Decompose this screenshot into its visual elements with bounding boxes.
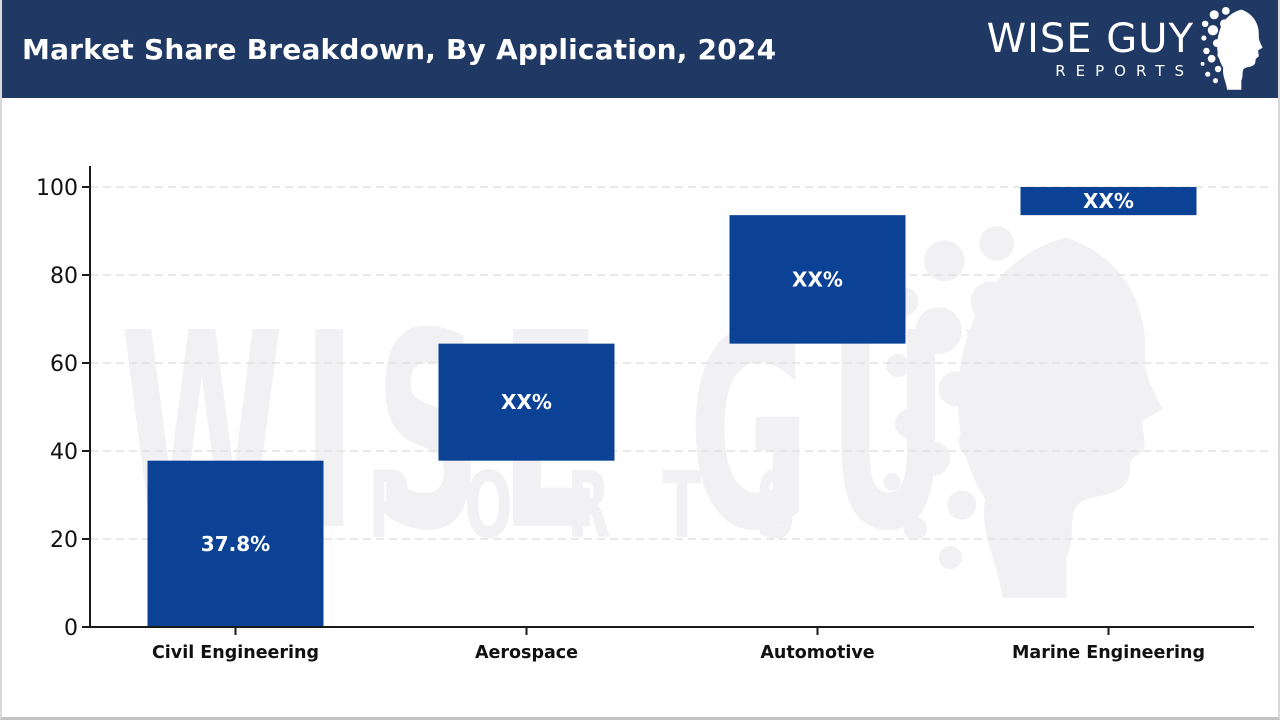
y-tick-label-60: 60 — [50, 352, 78, 377]
bar-label-marine-engineering: XX% — [1083, 189, 1134, 213]
x-category-label-marine-engineering: Marine Engineering — [1012, 643, 1205, 663]
bar-marine-engineering — [1020, 187, 1197, 216]
x-category-label-automotive: Automotive — [760, 643, 874, 663]
bar-label-automotive: XX% — [792, 267, 843, 291]
logo-text: WISE GUY REPORTS — [987, 19, 1194, 80]
logo-name: WISE GUY — [986, 15, 1194, 62]
market-share-waterfall-chart: 37.8% XX% XX% XX% 0 20 40 60 80 100 Civil Engineer… — [36, 166, 1274, 663]
bar-aerospace — [438, 343, 615, 461]
y-tick-label-80: 80 — [50, 264, 78, 289]
y-tick-label-20: 20 — [50, 528, 78, 553]
y-tick-label-40: 40 — [50, 440, 78, 465]
logo-tagline: REPORTS — [1055, 61, 1194, 80]
y-tick-label-0: 0 — [64, 616, 78, 641]
page-title: Market Share Breakdown, By Application, … — [22, 32, 777, 66]
y-tick-label-100: 100 — [36, 176, 78, 201]
bar-label-aerospace: XX% — [501, 390, 552, 414]
bar-automotive — [729, 215, 906, 344]
logo-head-icon — [1198, 7, 1264, 91]
wiseguy-logo: WISE GUY REPORTS — [987, 7, 1264, 91]
header: Market Share Breakdown, By Application, … — [2, 0, 1278, 98]
x-category-label-aerospace: Aerospace — [475, 643, 578, 663]
chart-area: WISE GUY REPORTS 37.8% XX% XX% XX% 0 20 40 60 80… — [2, 98, 1278, 717]
bar-label-civil-engineering: 37.8% — [201, 532, 270, 556]
x-category-label-civil-engineering: Civil Engineering — [152, 643, 319, 663]
bar-civil-engineering — [147, 460, 324, 627]
